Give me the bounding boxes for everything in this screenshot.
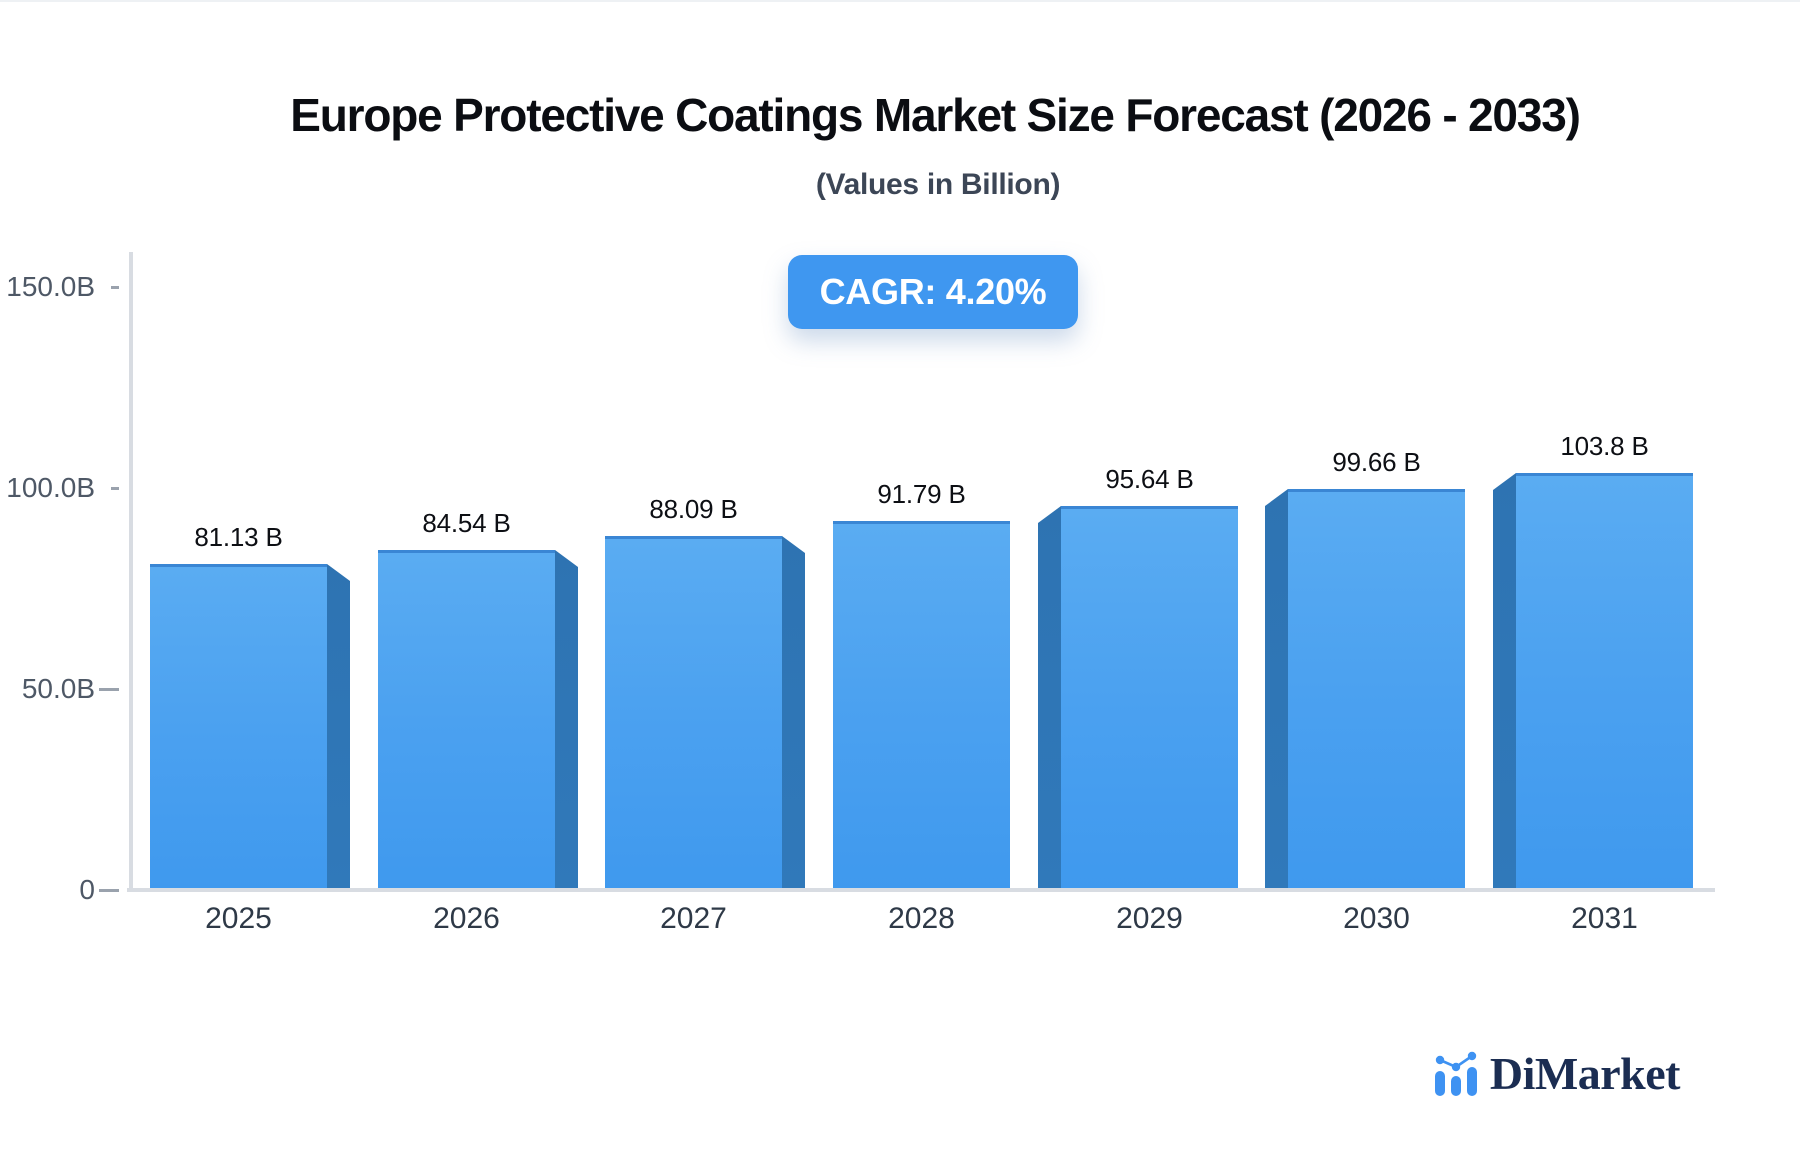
bar-value-label-2031: 103.8 B [1560,431,1649,461]
brand-logo: DiMarket [1434,1048,1681,1099]
y-axis-tick-mark [99,889,119,892]
bar-3d-side-2031 [1493,473,1516,890]
x-axis-label-2031: 2031 [1571,902,1638,935]
y-axis-tick-label: 0 [79,874,95,905]
brand-name: DiMarket [1489,1048,1681,1099]
cagr-badge: CAGR: 4.20% [788,255,1078,329]
x-axis-line [127,888,1715,892]
bar-value-label-2025: 81.13 B [194,522,283,552]
bar-3d-side-2030 [1265,489,1288,890]
bar-value-label-2026: 84.54 B [422,508,511,538]
x-axis-label-2030: 2030 [1343,902,1410,935]
y-axis-tick-label: 100.0B [6,472,95,503]
bar-2026 [378,550,555,890]
bar-value-label-2029: 95.64 B [1105,464,1194,494]
chart-subtitle: (Values in Billion) [815,168,1061,201]
y-axis-tick-mark [111,286,119,289]
bar-2031 [1516,473,1693,890]
bar-2028 [833,521,1010,890]
bar-3d-side-2029 [1038,506,1061,890]
x-axis-label-2029: 2029 [1116,902,1183,935]
bar-3d-side-2026 [555,550,578,890]
y-axis-line [129,252,133,891]
bar-2030 [1288,489,1465,890]
bar-value-label-2030: 99.66 B [1332,447,1421,477]
y-axis-tick-mark [99,688,119,691]
x-axis-label-2028: 2028 [888,902,955,935]
chart-title: Europe Protective Coatings Market Size F… [290,89,1581,141]
x-axis-label-2026: 2026 [433,902,500,935]
y-axis-tick-label: 150.0B [6,271,95,302]
bar-value-label-2028: 91.79 B [877,479,966,509]
y-axis-tick-label: 50.0B [21,673,95,704]
bar-2025 [150,564,327,890]
y-axis-tick-mark [111,487,119,490]
x-axis-label-2025: 2025 [205,902,272,935]
bar-3d-side-2025 [327,564,350,890]
bar-3d-side-2027 [782,536,805,890]
bar-value-label-2027: 88.09 B [649,494,738,524]
dimarket-logo-icon [1434,1051,1477,1096]
bar-2029 [1061,506,1238,890]
bar-2027 [605,536,782,890]
x-axis-label-2027: 2027 [660,902,727,935]
